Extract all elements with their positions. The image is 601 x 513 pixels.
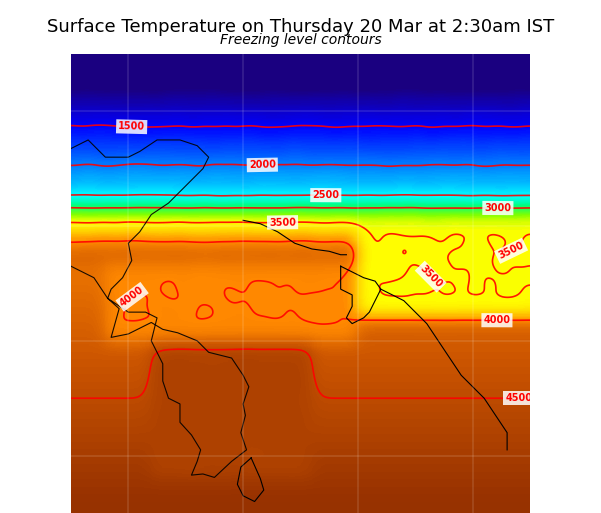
Text: 3000: 3000 — [311, 203, 338, 213]
Text: 3500: 3500 — [265, 217, 293, 227]
Text: 2000: 2000 — [422, 160, 449, 170]
Text: Freezing level contours: Freezing level contours — [219, 33, 382, 47]
Text: 4000: 4000 — [233, 273, 260, 298]
Text: 3500: 3500 — [502, 287, 531, 301]
Text: 4000: 4000 — [142, 313, 169, 327]
Text: 4500: 4500 — [505, 393, 532, 403]
Text: 4000: 4000 — [439, 315, 466, 325]
Text: 2500: 2500 — [136, 190, 163, 201]
Text: 4000: 4000 — [273, 279, 302, 298]
Text: 3500: 3500 — [401, 289, 429, 303]
Text: Surface Temperature on Thursday 20 Mar at 2:30am IST: Surface Temperature on Thursday 20 Mar a… — [47, 18, 554, 36]
Text: 1500: 1500 — [145, 121, 172, 132]
